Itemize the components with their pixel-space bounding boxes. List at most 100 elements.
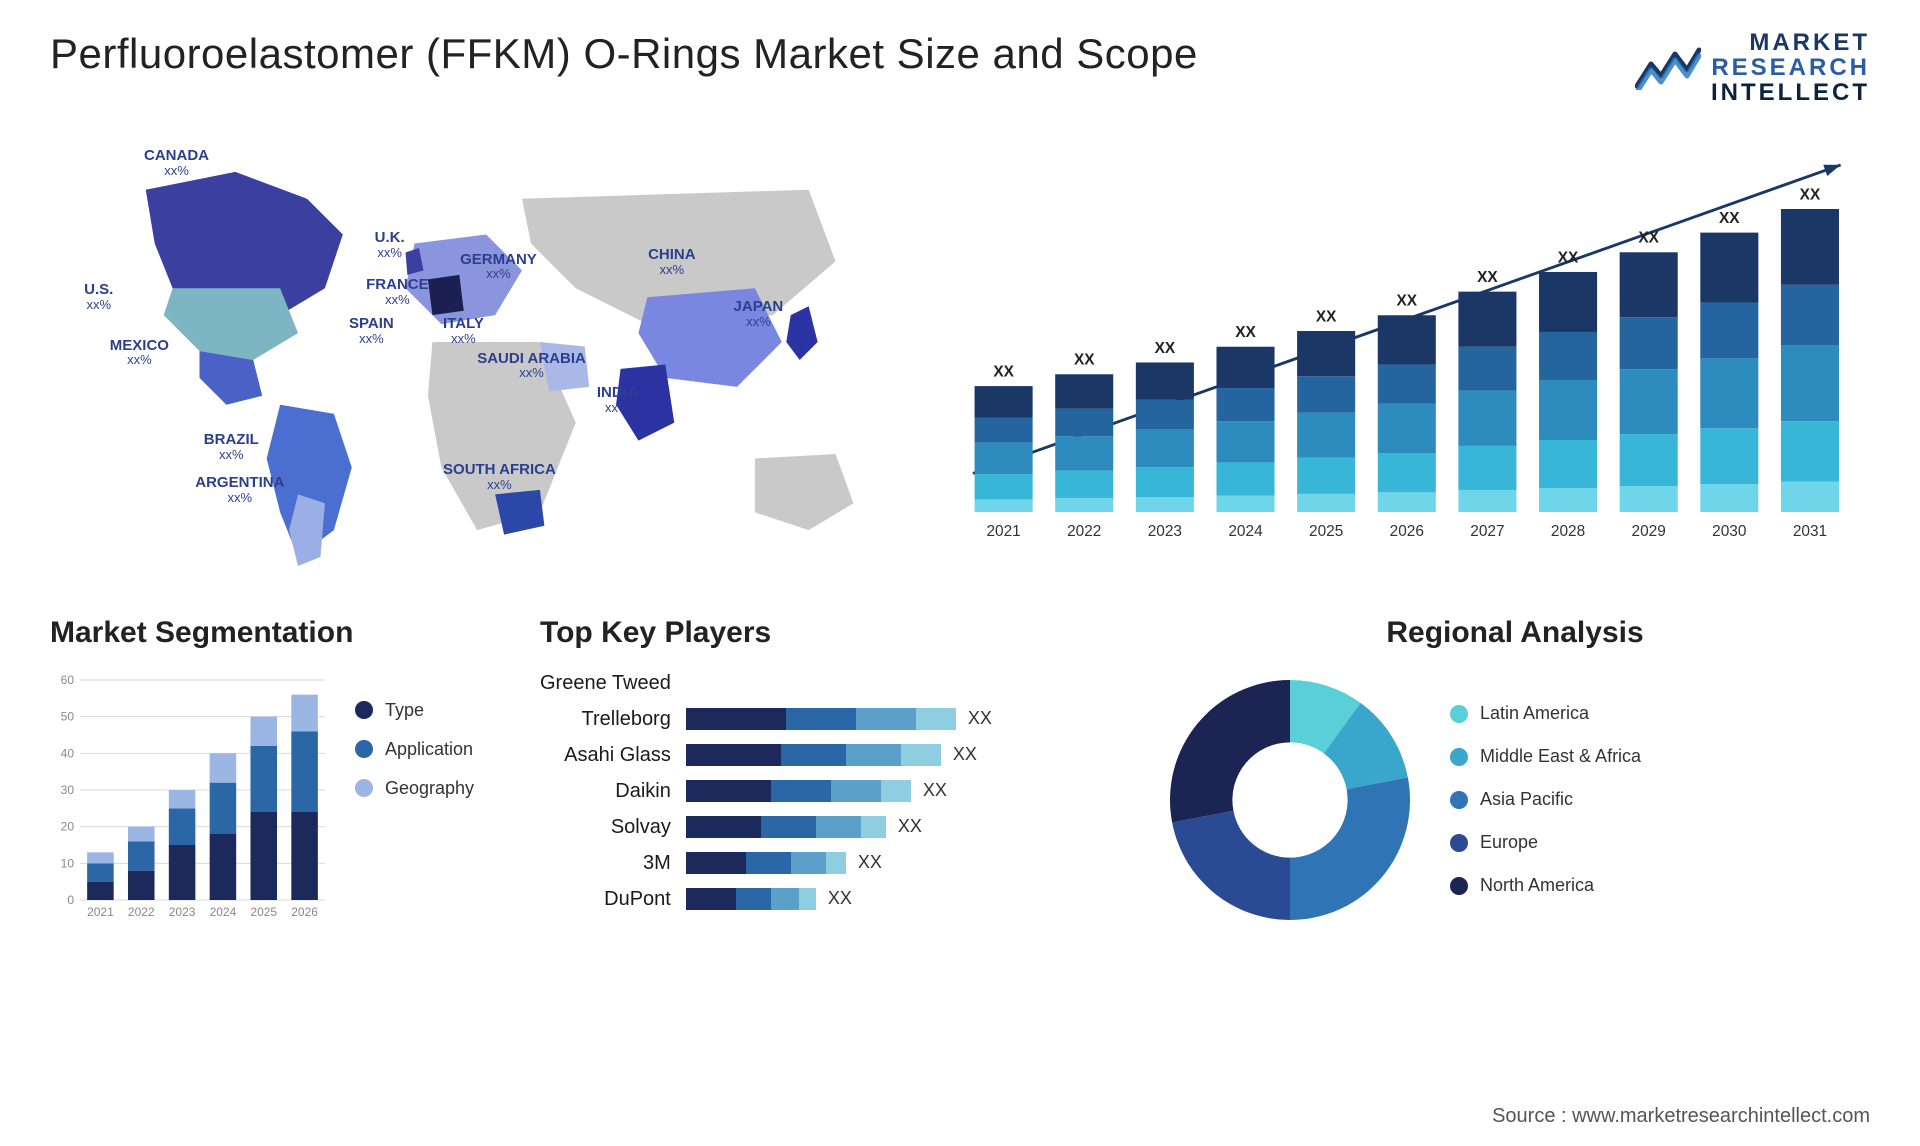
player-bar-row [686,672,1140,694]
forecast-year: 2026 [1390,523,1424,540]
player-labels: Greene TweedTrelleborgAsahi GlassDaikinS… [540,670,671,910]
forecast-bar [1136,429,1194,466]
forecast-year: 2022 [1068,523,1102,540]
forecast-year: 2029 [1632,523,1666,540]
forecast-bar [975,499,1033,512]
map-label-india: INDIAxx% [597,385,638,414]
source-text: Source : www.marketresearchintellect.com [1492,1105,1870,1128]
forecast-bar [1056,408,1114,436]
seg-bar [250,746,277,812]
seg-bar [291,694,318,731]
player-bar-row: XX [686,888,1140,910]
seg-bar [210,753,237,782]
player-value: XX [968,708,992,729]
forecast-bar [1217,495,1275,512]
forecast-value: XX [1236,324,1257,341]
forecast-bar [1217,346,1275,387]
seg-bar [128,826,155,841]
forecast-bar [1459,490,1517,512]
forecast-bar [1701,302,1759,358]
forecast-bar [1136,399,1194,429]
donut-slice [1290,777,1410,919]
seg-bar [87,881,114,899]
forecast-bar [1136,467,1194,497]
regional-legend-item: Middle East & Africa [1450,746,1641,767]
forecast-value: XX [994,363,1015,380]
map-label-canada: CANADAxx% [144,148,209,177]
seg-bar [128,870,155,899]
map-usa [164,288,298,360]
forecast-bar [975,417,1033,442]
map-label-china: CHINAxx% [648,247,696,276]
map-label-japan: JAPANxx% [734,299,784,328]
segmentation-title: Market Segmentation [50,616,520,650]
forecast-bar [1620,252,1678,317]
player-value: XX [923,780,947,801]
player-bar-row: XX [686,744,1140,766]
player-bars: XX XX XX XX XX XX [686,670,1140,910]
regional-title: Regional Analysis [1160,616,1870,650]
forecast-bar [1056,470,1114,498]
forecast-year: 2024 [1229,523,1264,540]
map-south-africa [495,489,544,534]
svg-text:2026: 2026 [291,905,318,919]
svg-text:2024: 2024 [210,905,237,919]
player-label: Greene Tweed [540,672,671,694]
forecast-year: 2021 [987,523,1021,540]
player-value: XX [953,744,977,765]
player-bar-row: XX [686,816,1140,838]
forecast-bar [1378,364,1436,403]
player-bar-row: XX [686,852,1140,874]
forecast-bar [1539,488,1597,512]
seg-bar [128,841,155,870]
forecast-bar [1378,403,1436,452]
forecast-bar [975,386,1033,417]
seg-bar [250,716,277,745]
player-value: XX [858,852,882,873]
forecast-bar [1136,362,1194,399]
seg-bar [291,731,318,812]
forecast-bar [1701,484,1759,512]
svg-text:40: 40 [61,746,75,760]
player-bar-row: XX [686,780,1140,802]
seg-bar [250,812,277,900]
map-label-u-k-: U.K.xx% [375,230,405,259]
regional-legend-item: North America [1450,875,1641,896]
map-australia [755,454,854,530]
seg-legend-item: Application [355,739,474,760]
player-label: Solvay [540,816,671,838]
forecast-year: 2030 [1713,523,1747,540]
player-label: 3M [540,852,671,874]
svg-text:10: 10 [61,856,75,870]
forecast-value: XX [1478,269,1499,286]
forecast-bar [1378,453,1436,492]
player-label: DuPont [540,888,671,910]
forecast-value: XX [1800,186,1821,203]
forecast-bar [1056,374,1114,408]
segmentation-chart: 0102030405060202120222023202420252026 [50,670,330,930]
forecast-bar [1217,462,1275,495]
player-bar-row: XX [686,708,1140,730]
svg-text:2025: 2025 [250,905,277,919]
segmentation-legend: TypeApplicationGeography [355,670,474,930]
forecast-bar [1459,445,1517,489]
logo-line1: MARKET [1711,30,1870,55]
seg-legend-item: Type [355,700,474,721]
map-label-argentina: ARGENTINAxx% [195,475,284,504]
forecast-bar [1378,315,1436,364]
forecast-bar [1701,358,1759,428]
player-label: Trelleborg [540,708,671,730]
forecast-bar [1217,388,1275,421]
svg-text:2021: 2021 [87,905,114,919]
forecast-bar [1620,317,1678,369]
map-label-germany: GERMANYxx% [460,252,537,281]
forecast-bar [1701,232,1759,302]
svg-text:2023: 2023 [169,905,196,919]
svg-text:20: 20 [61,819,75,833]
seg-bar [169,790,196,808]
seg-bar [87,852,114,863]
regional-legend-item: Latin America [1450,703,1641,724]
forecast-bar [1298,376,1356,412]
forecast-bar [975,442,1033,473]
forecast-year: 2023 [1148,523,1182,540]
